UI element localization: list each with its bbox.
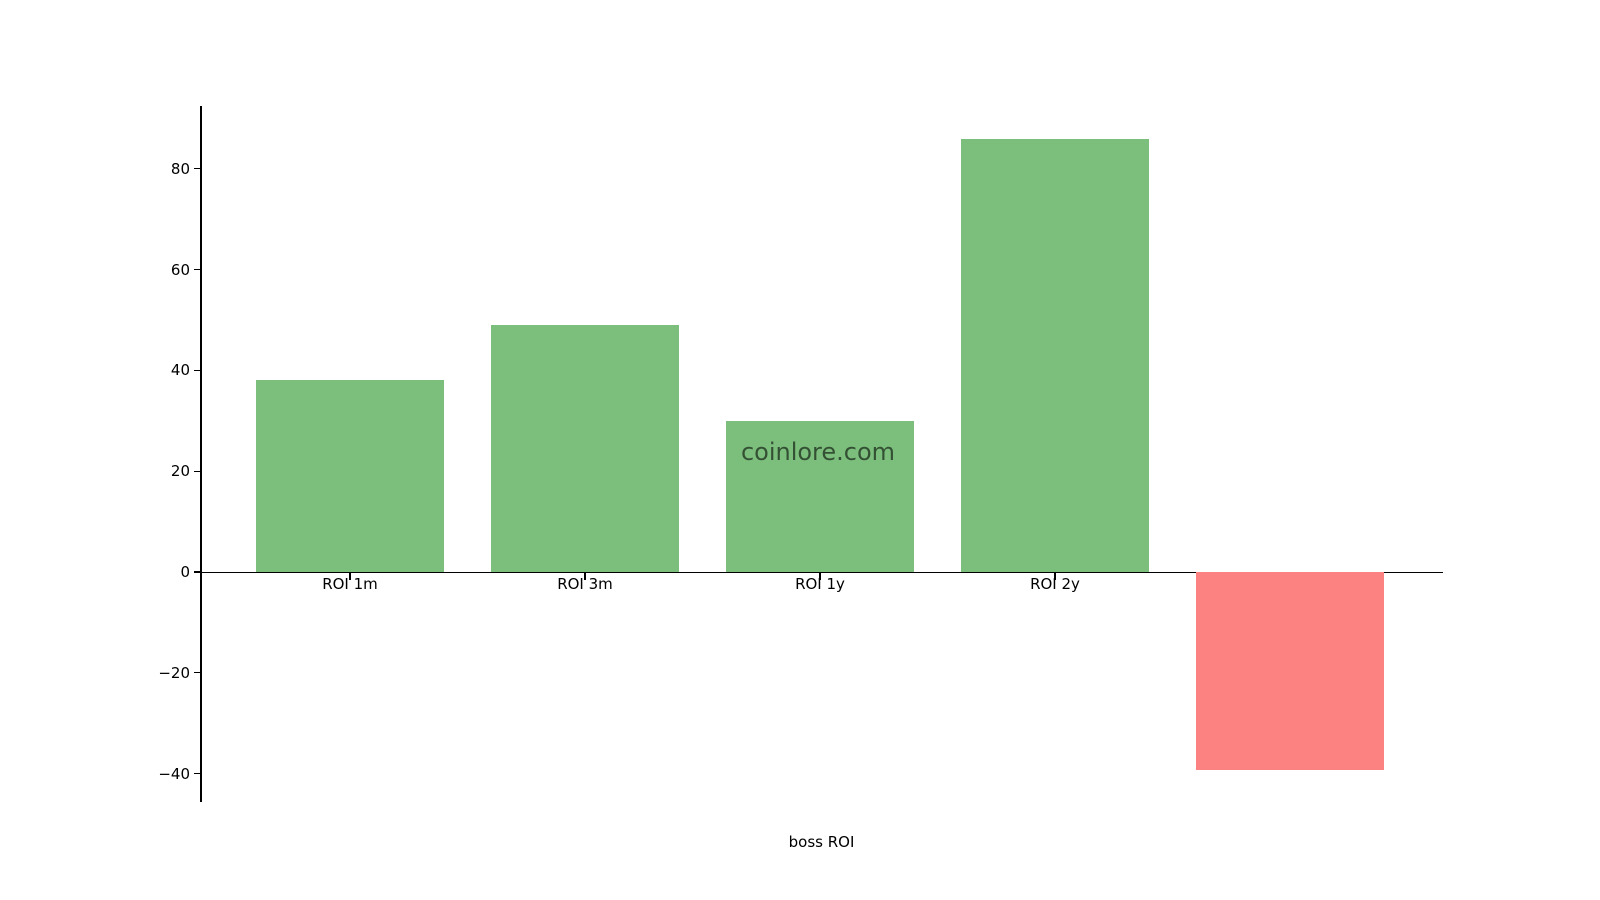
x-axis-title: boss ROI [788, 833, 855, 851]
bar [256, 380, 444, 572]
y-tick-label: 60 [170, 260, 190, 279]
y-tick-label: −20 [158, 663, 190, 682]
y-tick [194, 772, 200, 775]
y-tick-label: 40 [170, 361, 190, 380]
bar [726, 420, 914, 572]
y-tick [194, 268, 200, 271]
x-tick [584, 572, 586, 580]
bar [1196, 572, 1384, 770]
x-tick-label: ROI 1y [795, 575, 845, 593]
y-tick [194, 168, 200, 170]
x-axis-line [200, 572, 1443, 574]
x-tick [1054, 572, 1056, 580]
x-tick-label: ROI 1m [322, 575, 378, 593]
y-tick-label: −40 [158, 764, 190, 783]
y-tick-label: 0 [180, 563, 190, 581]
x-tick-label: ROI 2y [1030, 575, 1080, 593]
y-tick-label: 20 [170, 462, 190, 481]
x-tick [349, 572, 351, 580]
y-tick-label: 80 [170, 159, 190, 178]
y-tick [194, 672, 200, 674]
x-tick [819, 572, 821, 580]
y-axis-spine [200, 106, 202, 802]
y-tick [194, 571, 200, 573]
y-tick [194, 470, 200, 472]
y-tick [194, 369, 200, 372]
watermark: coinlore.com [740, 438, 896, 466]
bar [961, 138, 1149, 572]
x-tick-label: ROI 3m [557, 575, 613, 593]
bar [491, 325, 679, 572]
